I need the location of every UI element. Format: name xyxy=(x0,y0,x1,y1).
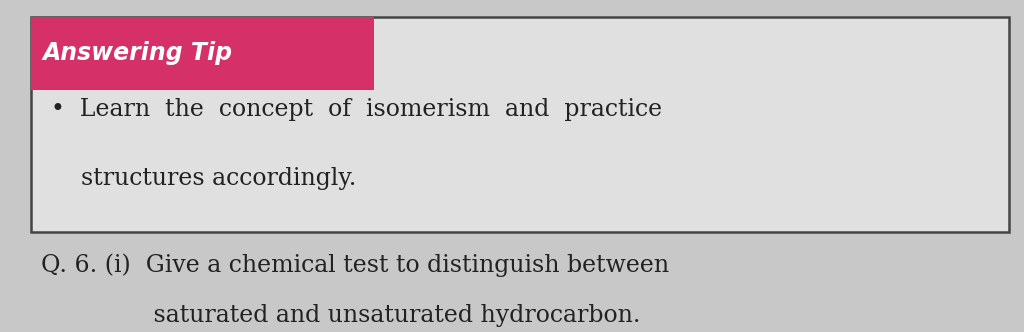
Text: Q. 6. (i)  Give a chemical test to distinguish between: Q. 6. (i) Give a chemical test to distin… xyxy=(41,254,669,277)
Text: saturated and unsaturated hydrocarbon.: saturated and unsaturated hydrocarbon. xyxy=(41,304,640,327)
Text: structures accordingly.: structures accordingly. xyxy=(51,167,356,190)
FancyBboxPatch shape xyxy=(31,17,1009,232)
Text: Answering Tip: Answering Tip xyxy=(43,41,233,65)
FancyBboxPatch shape xyxy=(31,17,374,90)
Text: •  Learn  the  concept  of  isomerism  and  practice: • Learn the concept of isomerism and pra… xyxy=(51,98,663,121)
